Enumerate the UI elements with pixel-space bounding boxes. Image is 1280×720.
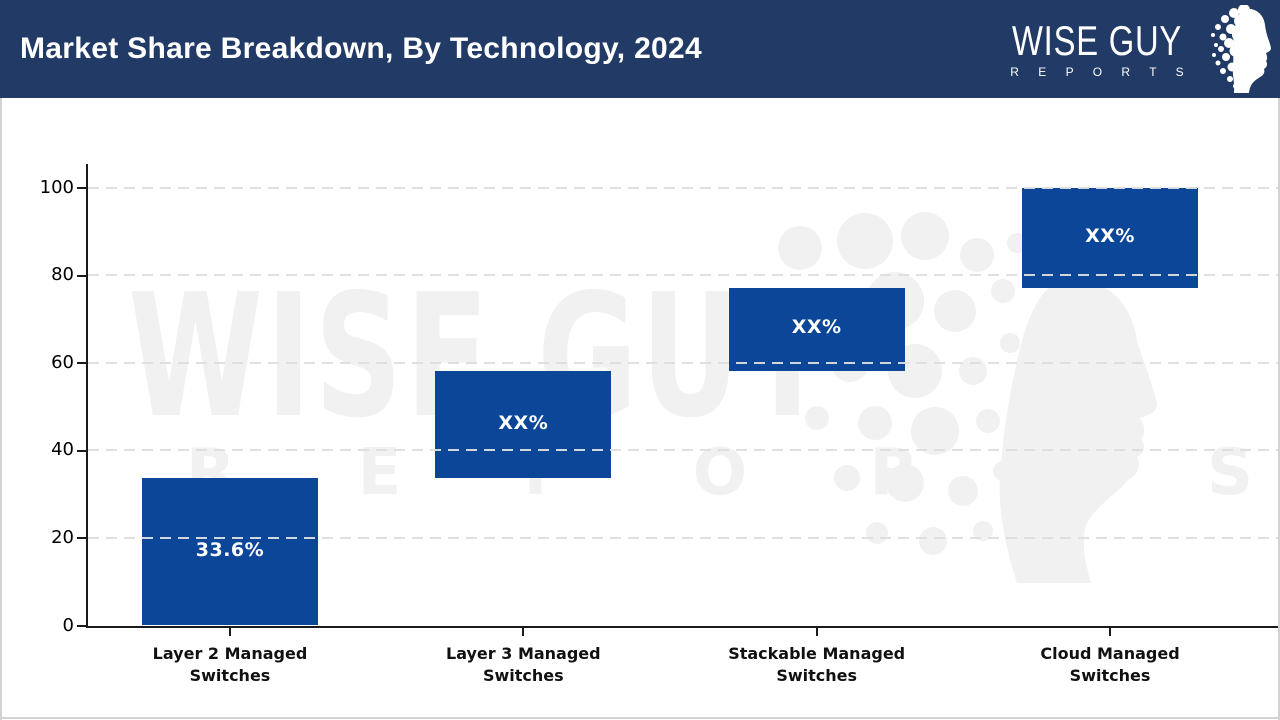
x-tick-mark — [1109, 627, 1112, 636]
chart-title: Market Share Breakdown, By Technology, 2… — [20, 32, 703, 65]
logo-wordmark-line1: WISE GUY — [1011, 17, 1183, 65]
x-tick-mark — [815, 627, 818, 636]
y-gridline — [88, 186, 1278, 189]
y-tick-label: 100 — [39, 176, 74, 198]
y-tick-mark — [77, 625, 86, 627]
x-category-label: Cloud Managed Switches — [1040, 643, 1180, 685]
y-tick-label: 40 — [51, 439, 74, 461]
page-border-bottom — [0, 717, 1280, 719]
x-category-label: Layer 3 Managed Switches — [446, 643, 601, 685]
y-tick-mark — [77, 274, 86, 277]
y-tick-mark — [77, 537, 86, 540]
x-category-label: Stackable Managed Switches — [728, 643, 906, 685]
bar-segment — [141, 478, 318, 626]
x-category-label: Layer 2 Managed Switches — [152, 643, 308, 685]
y-tick-label: 0 — [62, 614, 74, 636]
bar-value-label: XX% — [1085, 224, 1135, 247]
y-gridline — [88, 536, 1278, 539]
y-tick-label: 60 — [51, 351, 74, 373]
bar-value-label: 33.6% — [195, 538, 265, 561]
y-gridline — [88, 274, 1278, 277]
x-tick-mark — [522, 627, 525, 636]
y-tick-mark — [77, 187, 86, 190]
y-tick-label: 20 — [51, 526, 74, 548]
bar-segment — [1022, 187, 1199, 288]
chart-area: WISE GUY R E P O R T S 0 20 40 60 80 100 33.6%… — [0, 98, 1280, 720]
x-axis-spine — [86, 625, 1280, 628]
header-band: Market Share Breakdown, By Technology, 2… — [0, 0, 1280, 98]
y-axis-spine — [86, 164, 88, 628]
wiseguy-face-icon — [1211, 5, 1271, 93]
y-tick-mark — [77, 449, 86, 452]
page-border-left — [0, 98, 2, 720]
watermark-face-dots-icon — [778, 212, 1158, 583]
y-gridline — [88, 361, 1278, 364]
bar-value-label: XX% — [791, 316, 842, 339]
y-gridline — [88, 449, 1278, 452]
bar-segment — [728, 287, 905, 371]
logo-wordmark: WISE GUY R E P O R T S — [988, 17, 1206, 79]
logo-wordmark-line2: R E P O R T S — [1010, 64, 1192, 79]
page-border-right — [1278, 98, 1280, 720]
bar-segment — [435, 370, 612, 479]
y-tick-mark — [77, 362, 86, 365]
bar-value-label: XX% — [498, 411, 549, 434]
x-tick-mark — [228, 627, 231, 636]
y-tick-label: 80 — [51, 264, 74, 286]
wiseguy-logo: WISE GUY R E P O R T S — [988, 4, 1272, 94]
